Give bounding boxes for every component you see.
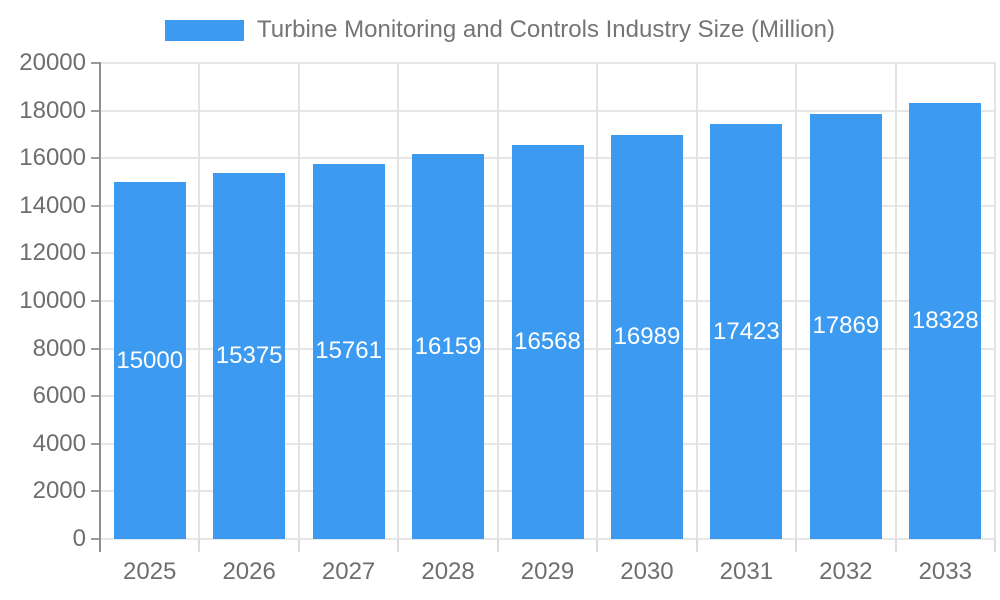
y-axis-tick-label: 20000 <box>19 49 86 76</box>
bar[interactable] <box>909 102 982 539</box>
y-axis-tick-label: 18000 <box>19 96 86 124</box>
bar[interactable] <box>113 182 186 539</box>
y-axis-tick <box>91 538 100 540</box>
y-axis-tick <box>91 395 100 398</box>
x-axis-tick-label: 2032 <box>819 558 873 585</box>
bar[interactable] <box>312 163 385 539</box>
y-axis-tick <box>91 109 100 112</box>
x-axis-tick <box>894 539 897 552</box>
y-axis-line <box>99 62 101 552</box>
gridline-vertical <box>198 62 201 539</box>
gridline-horizontal <box>100 538 995 540</box>
bar[interactable] <box>213 173 286 539</box>
y-axis-tick <box>91 442 100 445</box>
x-axis-tick <box>695 539 698 552</box>
y-axis-tick <box>91 252 100 255</box>
y-axis-tick <box>91 62 100 64</box>
y-axis-tick <box>91 347 100 350</box>
y-axis-tick <box>91 204 100 207</box>
bar-value-label: 16159 <box>414 332 482 360</box>
y-axis-tick-label: 8000 <box>32 334 86 362</box>
y-axis-tick-label: 12000 <box>19 239 86 267</box>
gridline-vertical <box>695 62 698 539</box>
x-axis-line-extension <box>99 539 101 552</box>
bar-value-label: 16989 <box>613 322 681 350</box>
bar[interactable] <box>710 124 783 539</box>
y-axis-tick-label: 0 <box>72 525 86 552</box>
bar-value-label: 15375 <box>215 342 283 370</box>
bar-value-label: 15000 <box>116 346 184 374</box>
bar[interactable] <box>412 154 485 539</box>
x-axis-tick-label: 2026 <box>222 558 276 585</box>
gridline-vertical <box>795 62 798 539</box>
y-axis-tick <box>91 157 100 160</box>
x-axis-tick-label: 2031 <box>719 558 774 585</box>
bar-value-label: 17423 <box>713 317 780 345</box>
y-axis-tick <box>91 300 100 302</box>
y-axis-tick-label: 2000 <box>32 477 86 505</box>
gridline-horizontal <box>100 62 995 64</box>
x-axis-tick-label: 2025 <box>123 558 177 585</box>
gridline-vertical <box>397 62 400 539</box>
y-axis-tick-label: 16000 <box>19 144 86 172</box>
x-axis-tick <box>198 539 201 552</box>
x-axis-tick-label: 2029 <box>520 558 575 585</box>
y-axis-tick-label: 14000 <box>19 191 86 219</box>
y-axis-tick-label: 6000 <box>32 382 86 410</box>
bar[interactable] <box>809 113 882 539</box>
x-axis-tick-label: 2033 <box>918 558 972 585</box>
x-axis-tick <box>596 539 599 552</box>
bar-value-label: 16568 <box>514 327 581 355</box>
y-axis-tick-label: 4000 <box>32 429 86 457</box>
x-axis-tick <box>795 539 798 552</box>
gridline-vertical <box>596 62 599 539</box>
gridline-vertical <box>496 62 499 539</box>
y-axis-tick-label: 10000 <box>19 287 86 314</box>
gridline-vertical <box>297 62 300 539</box>
bar[interactable] <box>610 134 683 539</box>
bar-value-label: 15761 <box>315 337 382 365</box>
x-axis-tick-label: 2027 <box>321 558 376 585</box>
x-axis-tick <box>397 539 400 552</box>
gridline-vertical <box>894 62 897 539</box>
legend-label: Turbine Monitoring and Controls Industry… <box>256 16 835 43</box>
gridline-horizontal <box>100 109 995 112</box>
x-axis-tick-label: 2030 <box>620 558 674 585</box>
y-axis-tick <box>91 490 100 493</box>
x-axis-tick <box>496 539 499 552</box>
legend-swatch <box>164 19 244 41</box>
x-axis-tick-label: 2028 <box>421 558 475 585</box>
x-axis-tick <box>994 539 996 552</box>
bar-value-label: 17869 <box>812 312 880 340</box>
legend[interactable]: Turbine Monitoring and Controls Industry… <box>0 16 1000 43</box>
gridline-vertical <box>994 62 996 539</box>
bar-value-label: 18328 <box>911 306 979 334</box>
bar[interactable] <box>511 144 584 539</box>
x-axis-tick <box>297 539 300 552</box>
